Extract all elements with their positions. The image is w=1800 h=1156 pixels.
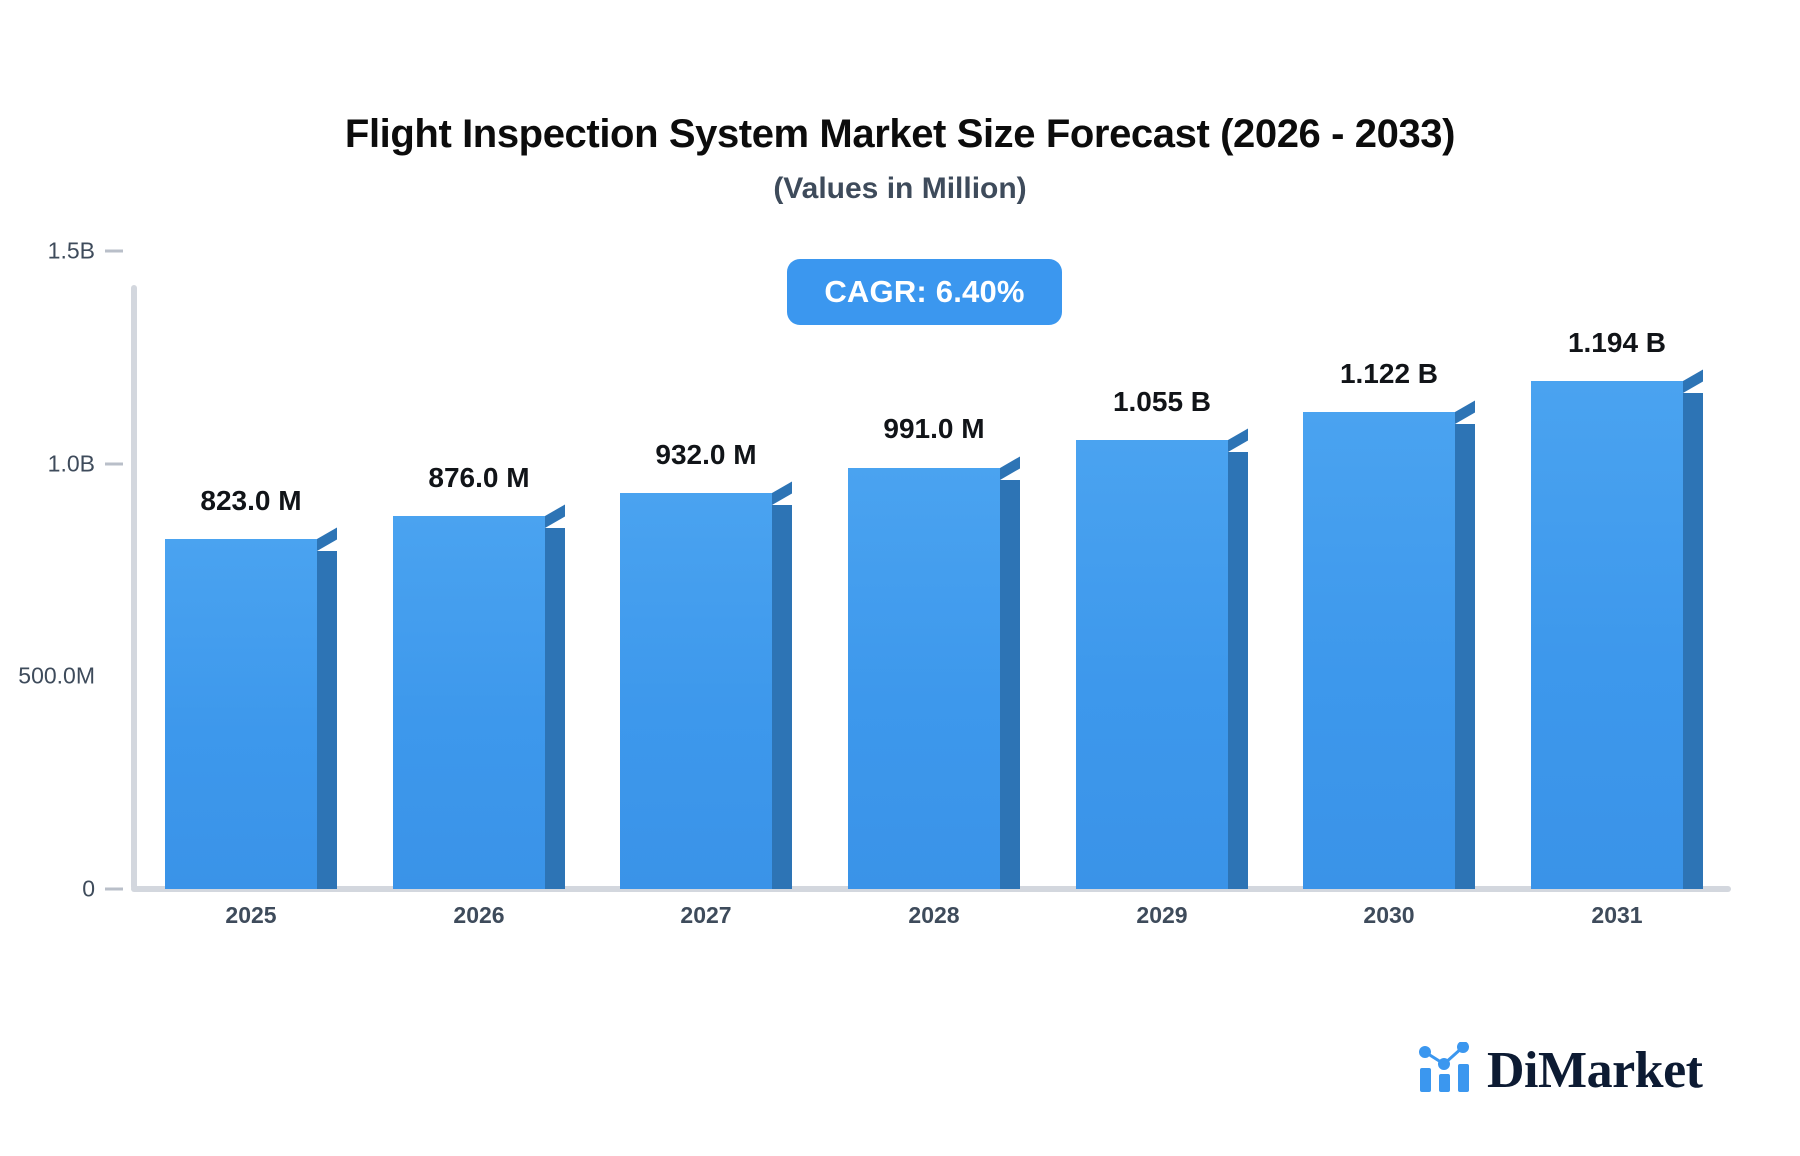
bar-chart-line-icon <box>1418 1041 1474 1099</box>
bar-front-face <box>620 492 772 889</box>
bar-top-face <box>545 504 565 529</box>
bar-side-face <box>545 528 565 889</box>
y-axis-tick-label: 1.5B <box>47 237 95 264</box>
bar-front-face <box>1076 440 1228 889</box>
x-axis-tick-label: 2025 <box>225 902 277 928</box>
bar-side-face <box>317 550 337 889</box>
bar-front-face <box>848 467 1000 889</box>
x-axis-tick-label: 2026 <box>453 902 505 928</box>
bar-front-face <box>165 538 317 889</box>
y-axis-tick-label: 0 <box>82 875 95 902</box>
bar-side-face <box>1000 479 1020 889</box>
bar-value-label: 1.194 B <box>1567 327 1667 358</box>
x-axis-line <box>131 886 1731 892</box>
bar-value-label: 1.122 B <box>1339 358 1439 389</box>
bar-value-label: 932.0 M <box>655 439 757 470</box>
bar-side-face <box>1455 423 1475 889</box>
bar-value-label: 823.0 M <box>200 485 302 516</box>
y-axis-tick-mark <box>105 462 123 466</box>
brand-logo: DiMarket <box>1418 1041 1703 1099</box>
bar-top-face <box>317 527 337 551</box>
y-axis-tick-label: 1.0B <box>47 450 95 477</box>
y-axis-line <box>131 285 137 890</box>
bar[interactable] <box>393 504 565 889</box>
y-axis-tick-mark <box>105 887 123 891</box>
brand-name: DiMarket <box>1487 1041 1703 1099</box>
bar[interactable] <box>1076 428 1248 889</box>
cagr-badge: CAGR: 6.40% <box>787 259 1062 325</box>
x-axis-tick-label: 2030 <box>1363 902 1415 928</box>
bar[interactable] <box>1303 400 1475 889</box>
bar-top-face <box>1228 428 1248 453</box>
bar-top-face <box>772 481 792 505</box>
bar[interactable] <box>848 455 1020 889</box>
bar-side-face <box>1228 452 1248 889</box>
y-axis-tick-label: 500.0M <box>18 662 95 689</box>
bar-top-face <box>1000 455 1020 480</box>
bar-front-face <box>1531 381 1683 889</box>
bar-front-face <box>393 516 545 889</box>
bar-side-face <box>1683 393 1703 889</box>
bar[interactable] <box>1531 369 1703 889</box>
bar[interactable] <box>165 527 337 889</box>
bar-value-label: 876.0 M <box>428 462 530 493</box>
x-axis-tick-label: 2029 <box>1136 902 1188 928</box>
chart-title: Flight Inspection System Market Size For… <box>344 112 1456 156</box>
bar-front-face <box>1303 411 1455 889</box>
bar[interactable] <box>620 481 792 889</box>
bar-top-face <box>1455 400 1475 424</box>
bar-top-face <box>1683 369 1703 394</box>
x-axis-tick-label: 2027 <box>680 902 732 928</box>
bar-value-label: 991.0 M <box>883 413 985 444</box>
bar-value-label: 1.055 B <box>1112 386 1212 417</box>
chart-subtitle: (Values in Million) <box>773 172 1027 205</box>
x-axis-tick-label: 2028 <box>908 902 960 928</box>
bar-side-face <box>772 504 792 889</box>
y-axis-tick-mark <box>105 249 123 253</box>
x-axis-tick-label: 2031 <box>1591 902 1643 928</box>
